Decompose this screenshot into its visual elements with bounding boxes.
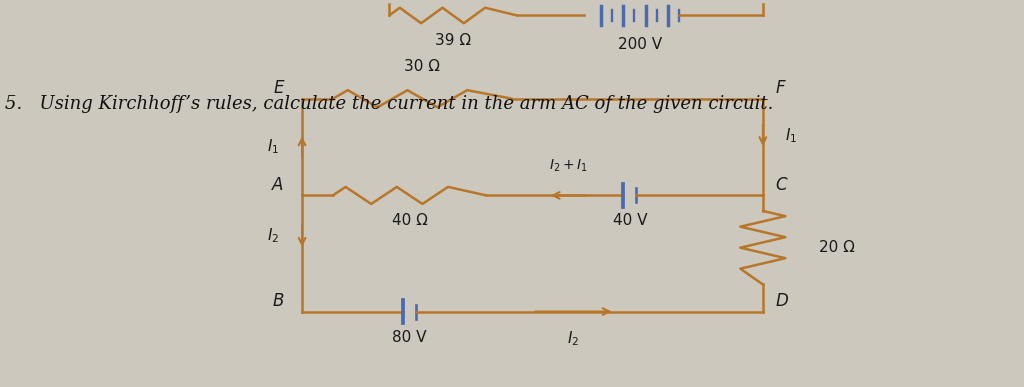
Text: 40 Ω: 40 Ω [391,213,428,228]
Text: B: B [272,291,284,310]
Text: 20 Ω: 20 Ω [819,240,855,255]
Text: $I_1$: $I_1$ [267,138,280,156]
Text: 80 V: 80 V [392,330,427,345]
Text: 200 V: 200 V [617,37,663,52]
Text: $I_2$: $I_2$ [567,329,580,348]
Text: $I_1$: $I_1$ [785,126,798,145]
Text: $I_2+I_1$: $I_2+I_1$ [549,158,588,174]
Text: 5.   Using Kirchhoff’s rules, calculate the current in the arm AC of the given c: 5. Using Kirchhoff’s rules, calculate th… [5,96,773,113]
Text: E: E [273,79,284,97]
Text: 40 V: 40 V [612,213,647,228]
Text: C: C [775,175,786,194]
Text: $I_2$: $I_2$ [267,227,280,245]
Text: D: D [775,291,787,310]
Text: 39 Ω: 39 Ω [435,33,471,48]
Text: 30 Ω: 30 Ω [404,58,440,74]
Text: A: A [272,175,284,194]
Text: F: F [775,79,784,97]
